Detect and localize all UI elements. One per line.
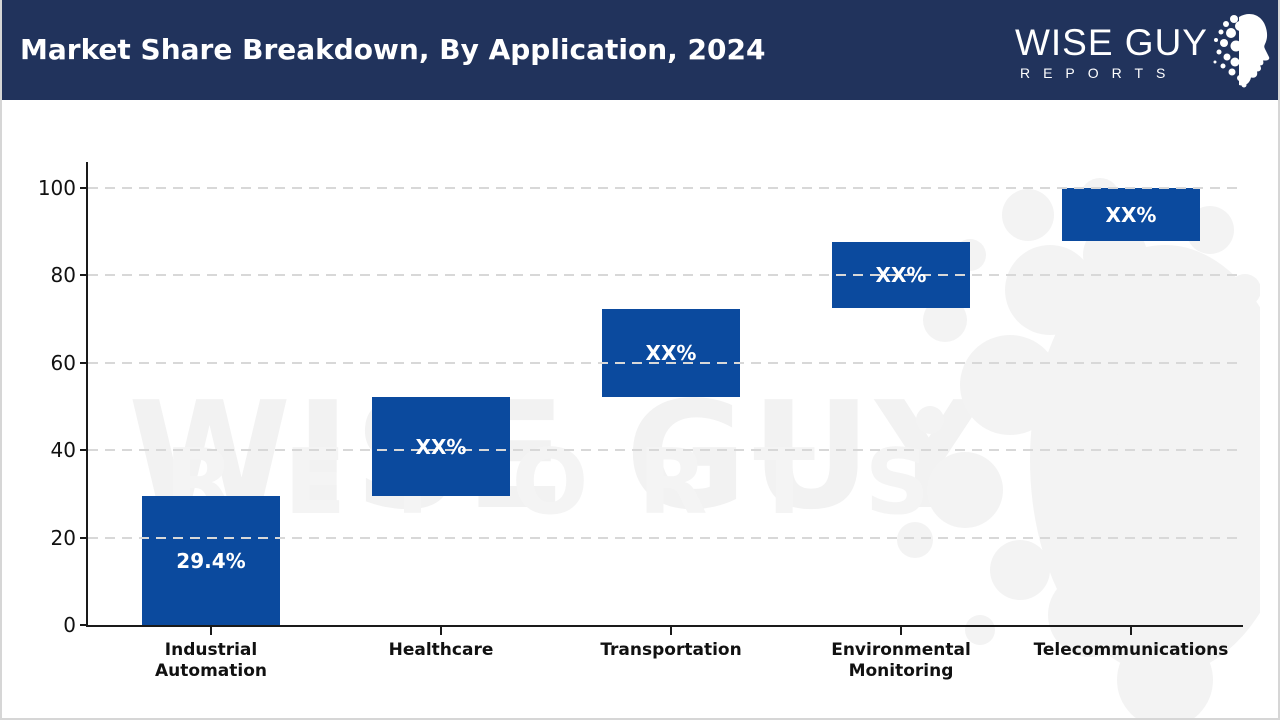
watermark-subtitle: REPORTS [165,430,980,535]
y-tick-mark-80 [80,274,88,276]
x-axis-category-label: Environmental Monitoring [831,640,971,681]
x-axis-category-label: Industrial Automation [155,640,267,681]
head-profile-icon [1210,10,1272,94]
x-tick-mark-1 [210,627,212,635]
y-tick-mark-40 [80,449,88,451]
gridline-y-20 [88,536,1243,539]
gridline-y-100 [88,186,1243,189]
x-tick-mark-5 [1130,627,1132,635]
y-tick-mark-60 [80,361,88,364]
bar-value-label: XX% [645,340,697,365]
bar-value-label: XX% [875,262,927,287]
x-axis-category-label: Healthcare [388,640,494,660]
bar-value-label: XX% [415,434,467,459]
wise-guy-reports-logo: WISE GUY REPORTS [1015,10,1272,94]
y-axis-tick-label: 20 [50,525,76,550]
logo-wordmark: WISE GUY [1014,22,1208,63]
chart-plot-area: WISE GUY REPORTS 0 20 40 60 80 100 29.4% Indust [0,100,1280,720]
bar-healthcare [372,396,510,497]
x-tick-mark-3 [670,627,672,635]
y-axis-tick-label: 0 [63,613,76,637]
logo-text: WISE GUY REPORTS [1015,24,1208,80]
y-axis-tick-label: 40 [50,438,76,462]
logo-subtitle: REPORTS [1019,65,1179,81]
chart-title: Market Share Breakdown, By Application, … [20,33,766,66]
y-axis-tick-label: 60 [50,350,76,375]
x-axis-line [86,625,1243,627]
y-axis-line [86,162,88,627]
bar-value-label: 29.4% [176,548,246,573]
y-tick-mark-0 [80,624,88,626]
y-axis-tick-label: 80 [50,263,76,287]
bar-industrial-automation [142,496,280,625]
x-tick-mark-2 [440,627,442,635]
bar-value-label: XX% [1105,202,1157,227]
gridline-y-40 [88,449,1243,451]
bar-telecommunications [1062,188,1200,242]
x-axis-category-label: Transportation [600,640,742,660]
gridline-y-80 [88,274,1243,276]
y-tick-mark-20 [80,536,88,539]
x-tick-mark-4 [900,627,902,635]
x-axis-category-label: Telecommunications [1033,640,1229,660]
header-bar: Market Share Breakdown, By Application, … [0,0,1280,100]
bar-transportation [602,308,740,397]
y-axis-tick-label: 100 [37,175,76,200]
y-tick-mark-100 [80,186,88,189]
gridline-y-60 [88,361,1243,364]
